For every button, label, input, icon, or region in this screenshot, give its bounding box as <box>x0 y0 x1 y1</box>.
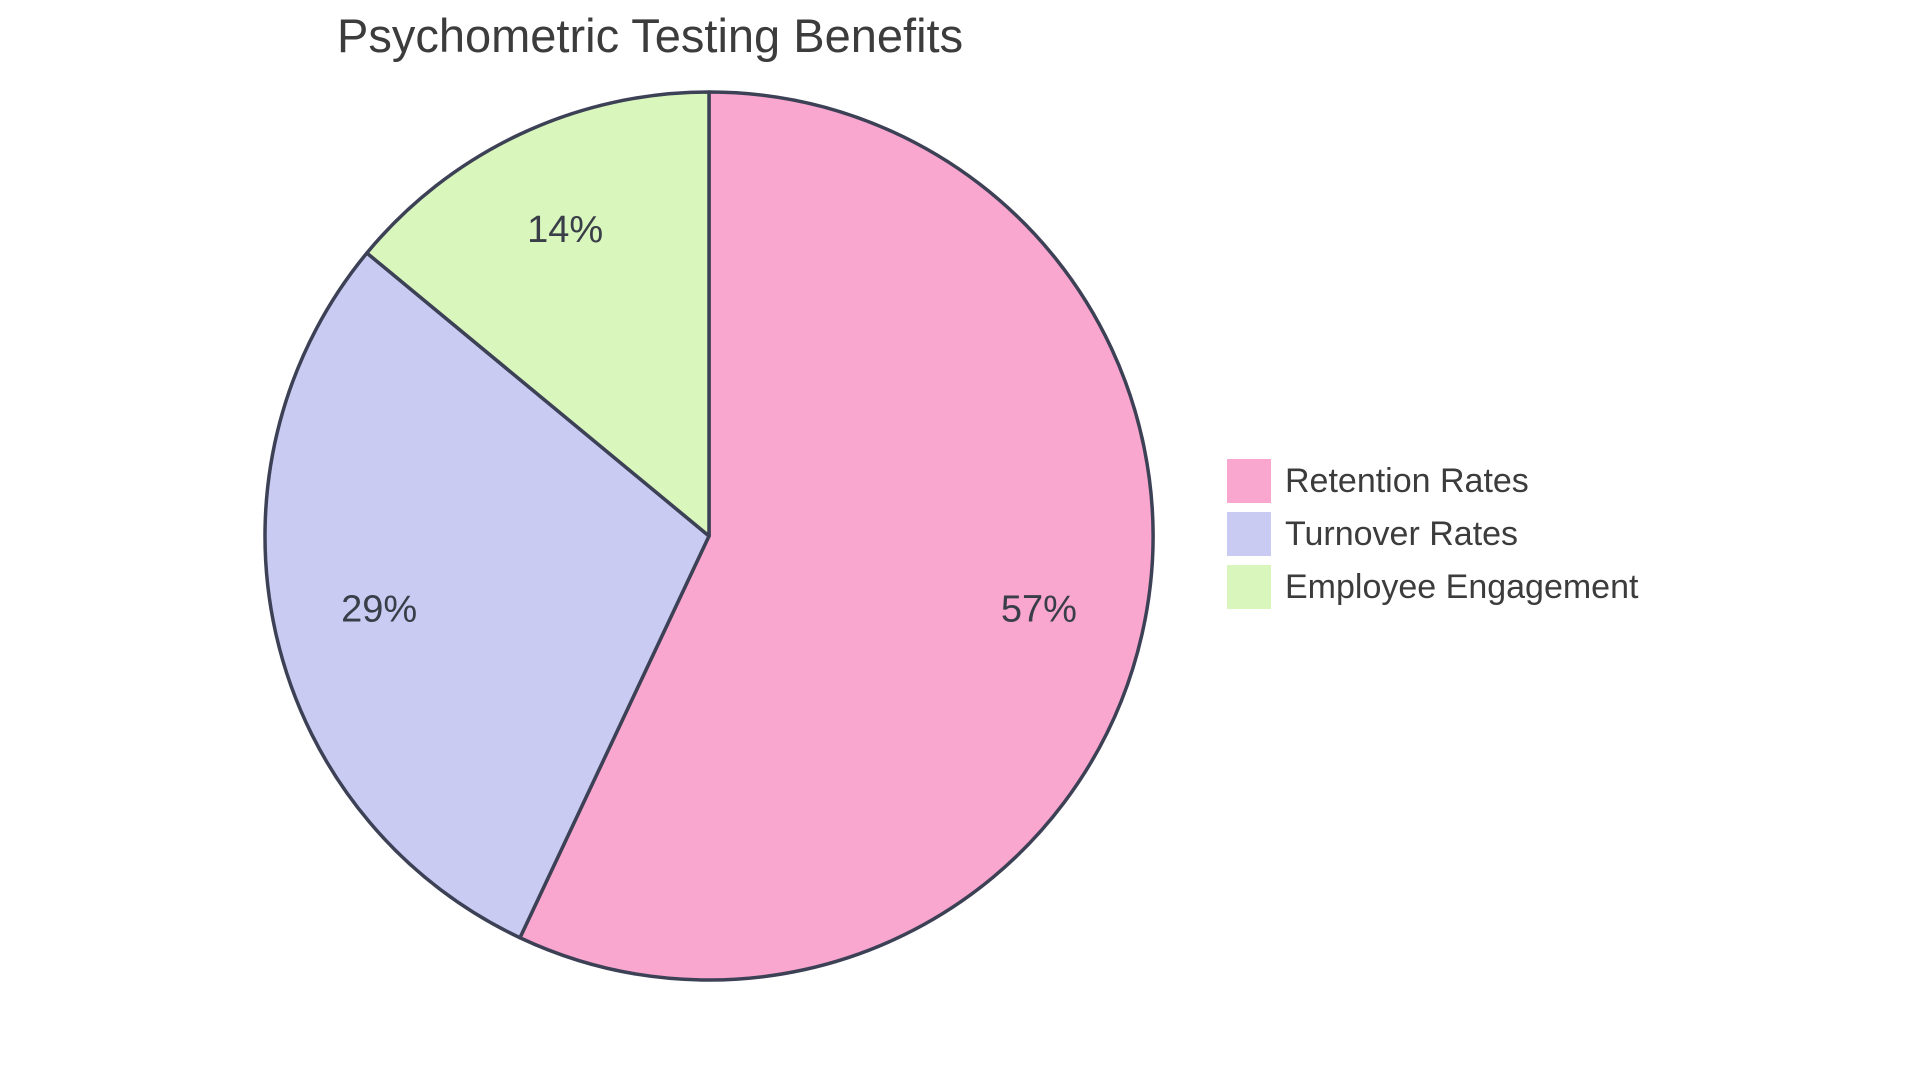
legend-label-turnover-rates: Turnover Rates <box>1285 514 1519 553</box>
legend-swatch-retention-rates <box>1227 459 1271 503</box>
legend-label-retention-rates: Retention Rates <box>1285 461 1529 500</box>
slice-percent-label-retention-rates: 57% <box>1001 589 1077 631</box>
legend-label-employee-engagement: Employee Engagement <box>1285 567 1639 606</box>
legend-swatch-turnover-rates <box>1227 512 1271 556</box>
slice-percent-label-turnover-rates: 29% <box>341 589 417 631</box>
slice-percent-label-employee-engagement: 14% <box>527 209 603 251</box>
chart-title: Psychometric Testing Benefits <box>337 9 964 62</box>
legend-swatch-employee-engagement <box>1227 565 1271 609</box>
legend-item-turnover-rates[interactable]: Turnover Rates <box>1227 512 1638 556</box>
percent-labels: 57% 29% 14% <box>341 209 1077 631</box>
legend-item-employee-engagement[interactable]: Employee Engagement <box>1227 565 1638 609</box>
legend: Retention Rates Turnover Rates Employee En… <box>1227 459 1638 609</box>
pie-slice-retention-rates[interactable] <box>518 90 1155 982</box>
pie-slice-employee-engagement[interactable] <box>365 90 711 538</box>
legend-item-retention-rates[interactable]: Retention Rates <box>1227 459 1638 503</box>
pie-slices <box>263 90 1155 982</box>
pie-slice-turnover-rates[interactable] <box>263 251 711 940</box>
